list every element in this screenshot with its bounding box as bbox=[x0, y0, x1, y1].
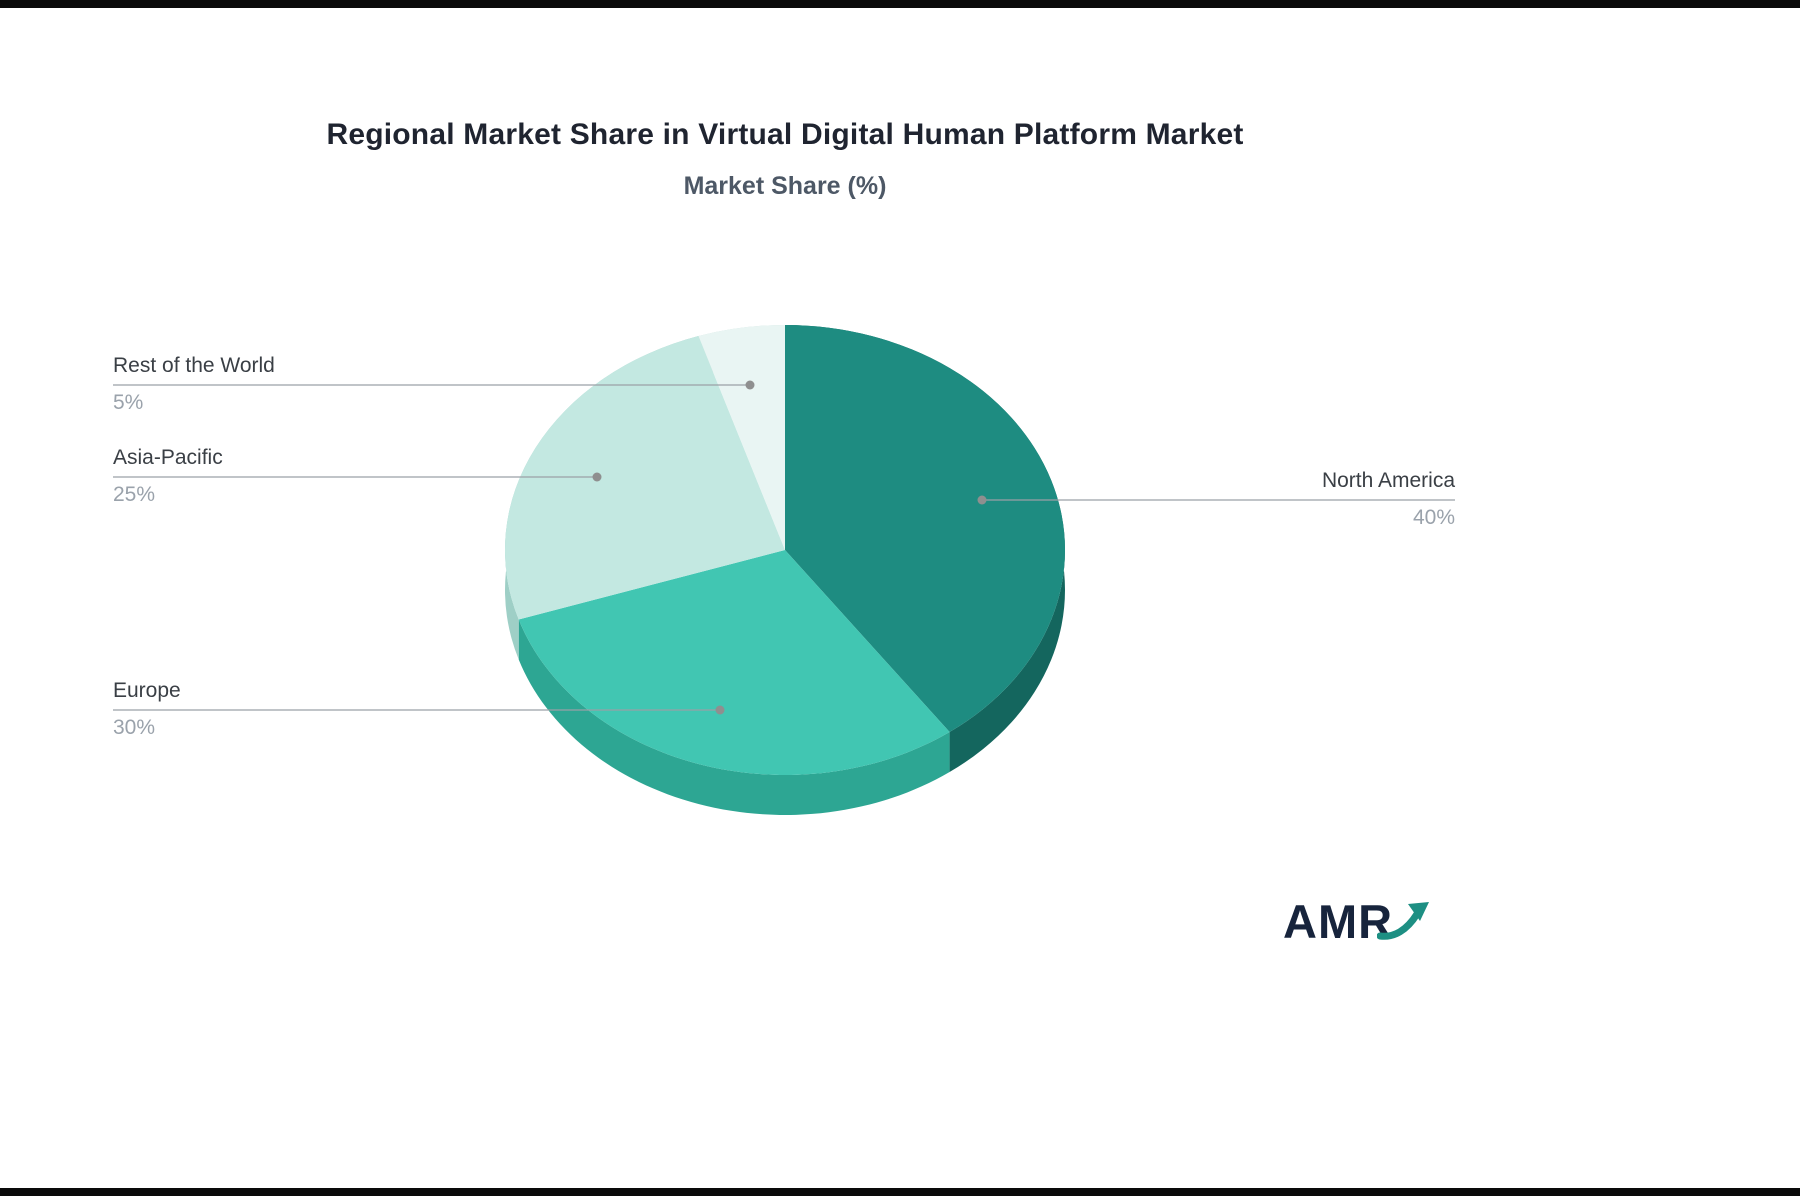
logo-arrow-icon bbox=[1377, 902, 1430, 940]
callout-rest-of-the-world: Rest of the World 5% bbox=[113, 354, 275, 415]
callout-asia-pacific: Asia-Pacific 25% bbox=[113, 446, 223, 507]
logo-arrow-head bbox=[1408, 902, 1430, 921]
slice-label-asia-pacific: Asia-Pacific bbox=[113, 446, 223, 469]
pie-slice-europe[interactable] bbox=[518, 550, 950, 776]
leader-dot bbox=[715, 705, 725, 715]
leader-dot bbox=[592, 472, 602, 482]
pie-slice-side bbox=[518, 619, 950, 815]
logo-text: AMR bbox=[1283, 895, 1394, 948]
pie-slice-rest-of-the-world[interactable] bbox=[698, 325, 785, 550]
leader-dot bbox=[745, 380, 755, 390]
pie-slice-asia-pacific[interactable] bbox=[505, 336, 785, 620]
slice-label-north-america: North America bbox=[1321, 469, 1455, 492]
slice-value-europe: 30% bbox=[113, 716, 156, 739]
bottom-edge-bar bbox=[0, 1188, 1800, 1196]
callout-europe: Europe 30% bbox=[113, 679, 181, 740]
chart-subtitle: Market Share (%) bbox=[683, 172, 887, 200]
callout-north-america: North America 40% bbox=[1322, 469, 1455, 530]
slice-label-rest-of-the-world: Rest of the World bbox=[113, 354, 275, 377]
amr-logo: AMR bbox=[1283, 896, 1431, 948]
chart-header: Regional Market Share in Virtual Digital… bbox=[0, 118, 1570, 201]
logo-arrow-swoosh bbox=[1377, 910, 1421, 940]
slice-value-north-america: 40% bbox=[1412, 506, 1455, 529]
chart-title: Regional Market Share in Virtual Digital… bbox=[326, 118, 1244, 151]
pie-slice-north-america[interactable] bbox=[785, 325, 1065, 733]
slice-value-asia-pacific: 25% bbox=[113, 483, 156, 506]
slice-value-rest-of-the-world: 5% bbox=[113, 391, 144, 414]
leader-dot bbox=[977, 495, 987, 505]
top-edge-bar bbox=[0, 0, 1800, 8]
slice-label-europe: Europe bbox=[113, 679, 181, 702]
